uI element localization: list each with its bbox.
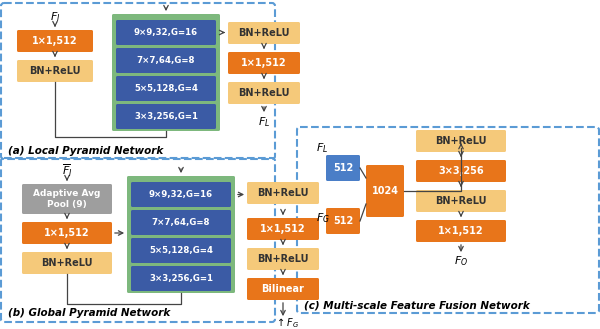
Text: 5×5,128,G=4: 5×5,128,G=4: [134, 84, 198, 93]
FancyBboxPatch shape: [116, 76, 216, 101]
FancyBboxPatch shape: [247, 248, 319, 270]
Text: 7×7,64,G=8: 7×7,64,G=8: [152, 218, 210, 227]
Text: 7×7,64,G=8: 7×7,64,G=8: [137, 56, 195, 65]
Text: Adaptive Avg
Pool (9): Adaptive Avg Pool (9): [34, 189, 101, 209]
FancyBboxPatch shape: [17, 30, 93, 52]
FancyBboxPatch shape: [326, 208, 360, 234]
FancyBboxPatch shape: [22, 184, 112, 214]
FancyBboxPatch shape: [247, 278, 319, 300]
Text: $F_O$: $F_O$: [454, 254, 468, 268]
FancyBboxPatch shape: [116, 48, 216, 73]
FancyBboxPatch shape: [326, 155, 360, 181]
FancyBboxPatch shape: [131, 238, 231, 263]
Text: 9×9,32,G=16: 9×9,32,G=16: [134, 28, 198, 37]
Text: BN+ReLU: BN+ReLU: [29, 66, 81, 76]
FancyBboxPatch shape: [416, 160, 506, 182]
Text: 512: 512: [333, 163, 353, 173]
FancyBboxPatch shape: [131, 266, 231, 291]
Text: (a) Local Pyramid Network: (a) Local Pyramid Network: [8, 146, 163, 156]
Text: $F_G$: $F_G$: [316, 211, 330, 225]
FancyBboxPatch shape: [416, 190, 506, 212]
FancyBboxPatch shape: [416, 130, 506, 152]
Text: BN+ReLU: BN+ReLU: [257, 254, 309, 264]
Text: 1×1,512: 1×1,512: [241, 58, 287, 68]
Text: 1×1,512: 1×1,512: [32, 36, 78, 46]
Text: Bilinear: Bilinear: [262, 284, 304, 294]
FancyBboxPatch shape: [127, 176, 235, 293]
FancyBboxPatch shape: [112, 14, 220, 131]
Text: (c) Multi-scale Feature Fusion Network: (c) Multi-scale Feature Fusion Network: [304, 301, 530, 311]
Text: 3×3,256: 3×3,256: [438, 166, 484, 176]
Text: 5×5,128,G=4: 5×5,128,G=4: [149, 246, 213, 255]
Text: $\overline{F}_I$: $\overline{F}_I$: [62, 163, 72, 179]
Text: BN+ReLU: BN+ReLU: [435, 196, 487, 206]
Text: $F_L$: $F_L$: [316, 141, 328, 155]
Text: 1024: 1024: [371, 186, 398, 196]
Text: $F_L$: $F_L$: [258, 115, 270, 129]
Text: 512: 512: [333, 216, 353, 226]
Text: 3×3,256,G=1: 3×3,256,G=1: [134, 112, 198, 121]
Text: BN+ReLU: BN+ReLU: [435, 136, 487, 146]
Text: $\uparrow F_G$: $\uparrow F_G$: [275, 316, 299, 329]
Text: BN+ReLU: BN+ReLU: [41, 258, 93, 268]
FancyBboxPatch shape: [17, 60, 93, 82]
FancyBboxPatch shape: [116, 104, 216, 129]
Text: 3×3,256,G=1: 3×3,256,G=1: [149, 274, 213, 283]
Text: BN+ReLU: BN+ReLU: [238, 28, 290, 38]
Text: 9×9,32,G=16: 9×9,32,G=16: [149, 190, 213, 199]
Text: 1×1,512: 1×1,512: [260, 224, 306, 234]
FancyBboxPatch shape: [228, 52, 300, 74]
FancyBboxPatch shape: [416, 220, 506, 242]
Text: 1×1,512: 1×1,512: [44, 228, 90, 238]
Text: $F_I$: $F_I$: [50, 10, 60, 24]
Text: BN+ReLU: BN+ReLU: [238, 88, 290, 98]
FancyBboxPatch shape: [116, 20, 216, 45]
FancyBboxPatch shape: [22, 222, 112, 244]
FancyBboxPatch shape: [247, 218, 319, 240]
FancyBboxPatch shape: [228, 82, 300, 104]
Text: (b) Global Pyramid Network: (b) Global Pyramid Network: [8, 308, 170, 318]
FancyBboxPatch shape: [247, 182, 319, 204]
Text: 1×1,512: 1×1,512: [438, 226, 484, 236]
FancyBboxPatch shape: [366, 165, 404, 217]
Text: BN+ReLU: BN+ReLU: [257, 188, 309, 198]
FancyBboxPatch shape: [228, 22, 300, 44]
FancyBboxPatch shape: [131, 210, 231, 235]
FancyBboxPatch shape: [22, 252, 112, 274]
FancyBboxPatch shape: [131, 182, 231, 207]
